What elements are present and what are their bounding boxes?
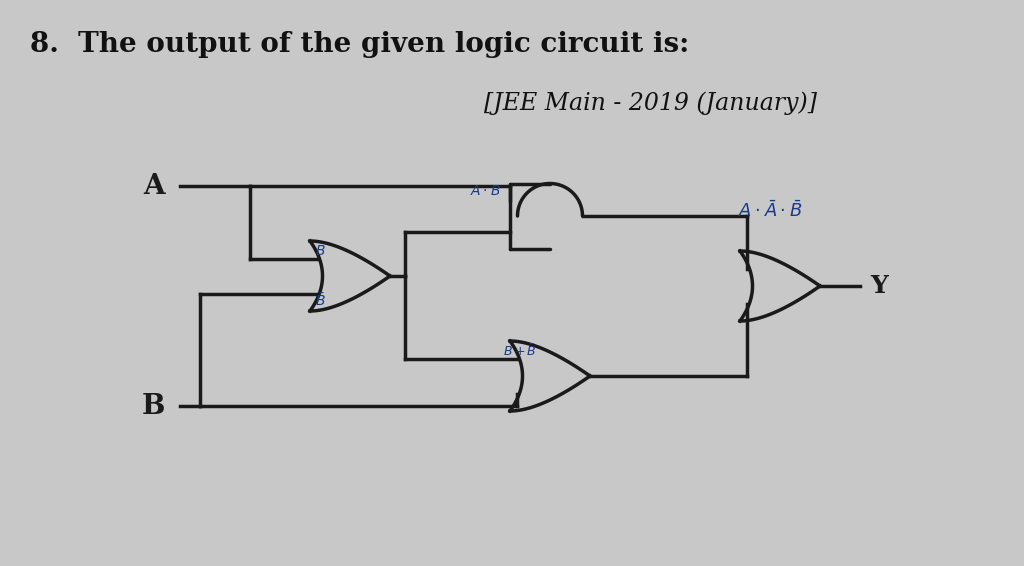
Text: A: A [143, 173, 165, 199]
Text: [JEE Main - 2019 (January)]: [JEE Main - 2019 (January)] [483, 91, 816, 114]
Text: $A \cdot \bar{A} \cdot \bar{B}$: $A \cdot \bar{A} \cdot \bar{B}$ [738, 200, 802, 221]
Text: 8.  The output of the given logic circuit is:: 8. The output of the given logic circuit… [30, 31, 689, 58]
Text: Y: Y [870, 274, 888, 298]
Text: B: B [141, 392, 165, 419]
Text: $\bar{B}$: $\bar{B}$ [314, 293, 326, 310]
Text: $B+\bar{B}$: $B+\bar{B}$ [503, 343, 537, 359]
Text: $A \cdot B$: $A \cdot B$ [470, 184, 501, 198]
Text: $B$: $B$ [314, 244, 326, 258]
